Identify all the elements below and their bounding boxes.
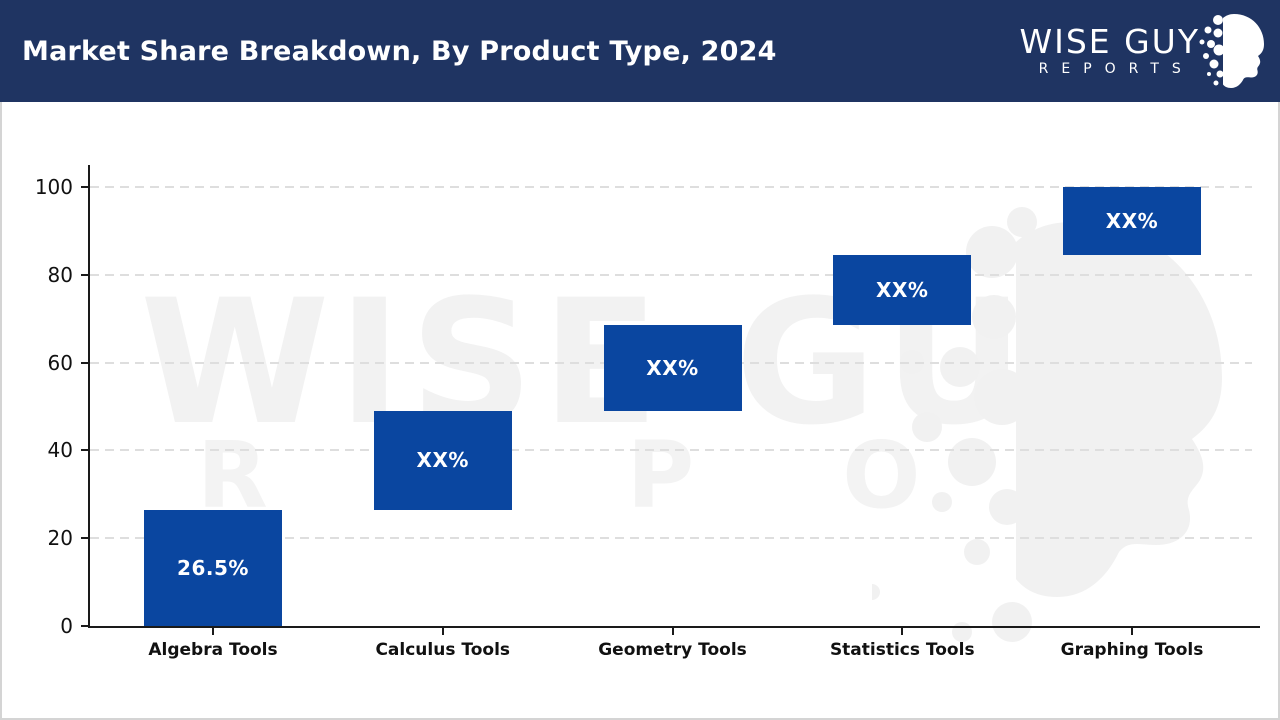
x-tick-mark <box>671 628 674 635</box>
waterfall-bar-geometry-tools: XX% <box>603 325 742 411</box>
waterfall-bar-calculus-tools: XX% <box>373 410 512 510</box>
y-tick-label: 20 <box>47 526 73 551</box>
x-tick-label: Calculus Tools <box>375 640 511 660</box>
y-tick-label: 80 <box>47 262 73 287</box>
bar-value-label: XX% <box>876 278 929 303</box>
logo-subtitle: REPORTS <box>1038 61 1194 78</box>
bar-value-label: XX% <box>1105 209 1159 234</box>
wiseguy-logo: WISE GUY REPORTS <box>1019 8 1280 94</box>
gridline-y-80 <box>90 273 1252 276</box>
bar-value-label: 26.5% <box>177 555 249 580</box>
y-tick-label: 100 <box>34 175 73 199</box>
gridline-y-20 <box>90 537 1252 540</box>
header-banner: Market Share Breakdown, By Product Type,… <box>0 0 1280 102</box>
bar-value-label: XX% <box>416 448 469 473</box>
y-tick-label: 0 <box>60 614 73 638</box>
y-tick-mark <box>81 361 88 364</box>
chart-canvas: WISE GUY R E P O R T S 02040608010026.5%… <box>0 102 1280 720</box>
gridline-y-40 <box>90 449 1252 452</box>
watermark-face-icon <box>872 207 1222 642</box>
bar-value-label: XX% <box>646 356 699 381</box>
x-tick-label: Statistics Tools <box>829 640 975 660</box>
waterfall-bar-statistics-tools: XX% <box>833 255 972 326</box>
y-tick-mark <box>81 186 88 188</box>
x-axis <box>88 626 1260 628</box>
wiseguy-face-logo-icon <box>1199 14 1264 88</box>
x-tick-mark <box>441 628 444 635</box>
x-tick-mark <box>212 628 214 635</box>
x-tick-label: Algebra Tools <box>148 640 278 660</box>
waterfall-bar-graphing-tools: XX% <box>1063 187 1201 256</box>
x-tick-label: Geometry Tools <box>598 640 747 660</box>
waterfall-bar-algebra-tools: 26.5% <box>144 509 282 626</box>
y-tick-mark <box>81 537 88 540</box>
page-title: Market Share Breakdown, By Product Type,… <box>22 35 777 67</box>
x-tick-mark <box>1131 628 1133 635</box>
y-tick-mark <box>81 625 88 627</box>
y-tick-mark <box>81 273 88 276</box>
y-tick-mark <box>81 449 88 452</box>
x-tick-mark <box>901 628 904 635</box>
y-axis <box>88 165 90 628</box>
gridline-y-100 <box>90 186 1252 188</box>
y-tick-label: 40 <box>47 438 73 463</box>
x-tick-label: Graphing Tools <box>1060 640 1204 660</box>
wiseguy-logo-text: WISE GUY REPORTS <box>1019 21 1200 78</box>
y-tick-label: 60 <box>47 350 73 375</box>
logo-wordmark: WISE GUY <box>1019 21 1200 61</box>
